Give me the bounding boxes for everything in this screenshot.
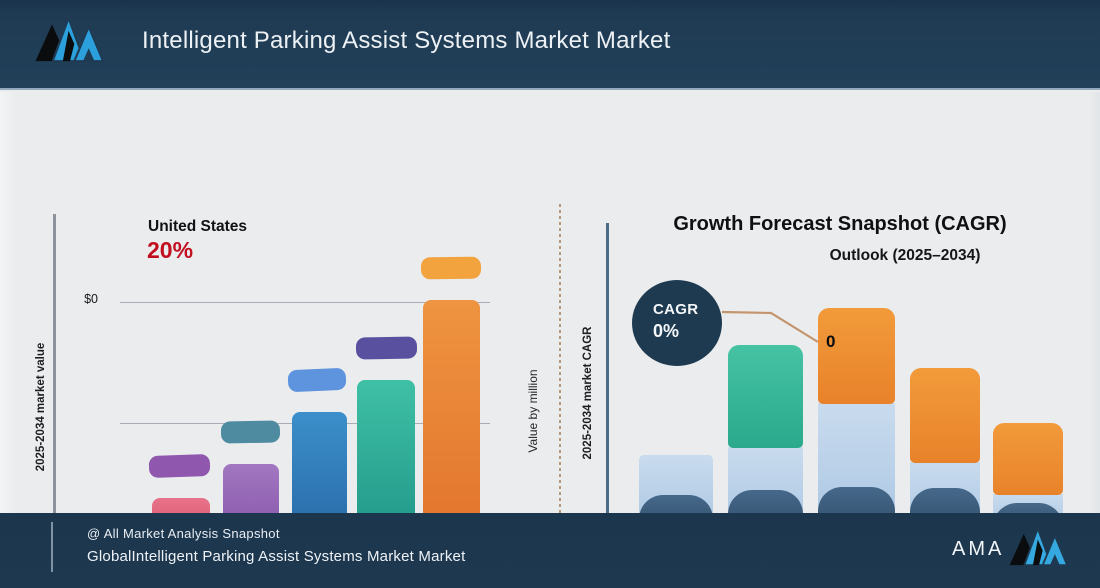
cagr-bar-annotation: 0 (826, 332, 836, 351)
cagr-chart-title: Growth Forecast Snapshot (CAGR) (673, 213, 1007, 235)
us-y-axis-line (53, 214, 56, 547)
us-y-axis-label: 2025-2034 market value (35, 342, 47, 472)
cagr-bar-2033 (818, 308, 895, 530)
us-bar-cap-..... (220, 420, 281, 444)
us-plot-area: 2033.....202620252024 (120, 256, 490, 550)
bar-top-segment (910, 368, 980, 463)
footer: @ All Market Analysis Snapshot GlobalInt… (0, 513, 1100, 588)
section-divider (559, 204, 561, 584)
ama-logo-icon (1009, 526, 1069, 567)
us-bar-cap-2033 (148, 453, 211, 479)
bar-top-segment (728, 345, 803, 448)
us-bar-cap-2025 (355, 336, 418, 360)
cagr-plot-area: 20252031203320292027 (630, 224, 1078, 552)
bar-top-segment (993, 423, 1063, 495)
gridline (120, 302, 490, 304)
cagr-y-axis-line (606, 223, 609, 531)
footer-report-title: GlobalIntelligent Parking Assist Systems… (87, 548, 466, 565)
cagr-badge-value: 0% (653, 320, 680, 341)
us-chart-title: United States (148, 218, 248, 235)
page-title: Intelligent Parking Assist Systems Marke… (142, 27, 671, 54)
bar-top-segment (818, 308, 895, 404)
value-by-million-label: Value by million (526, 369, 540, 453)
us-y-tick-top: $0 (84, 292, 98, 306)
header: Intelligent Parking Assist Systems Marke… (0, 0, 1100, 90)
badge-connector-line (721, 310, 819, 343)
us-bar-cap-2026 (287, 367, 347, 393)
us-bar-cap-2024 (420, 256, 482, 280)
cagr-bar-2031 (728, 345, 803, 530)
ama-logo-icon (35, 14, 105, 63)
main-panel: 2025-2034 market value $0 $0 United Stat… (0, 92, 1100, 584)
cagr-badge: CAGR 0% (632, 280, 722, 366)
cagr-y-axis-label: 2025-2034 market CAGR (582, 326, 594, 460)
footer-separator-line (51, 522, 53, 572)
us-bar-2024 (423, 300, 480, 528)
footer-source-text: @ All Market Analysis Snapshot (87, 526, 280, 541)
us-bar-2026 (292, 412, 347, 528)
us-growth-value: 20% (147, 237, 194, 263)
footer-brand-text: AMA (952, 538, 1005, 560)
cagr-bar-2029 (910, 368, 980, 530)
cagr-badge-label: CAGR (653, 301, 699, 318)
us-bar-2025 (357, 380, 415, 528)
cagr-chart-subtitle: Outlook (2025–2034) (829, 247, 981, 264)
